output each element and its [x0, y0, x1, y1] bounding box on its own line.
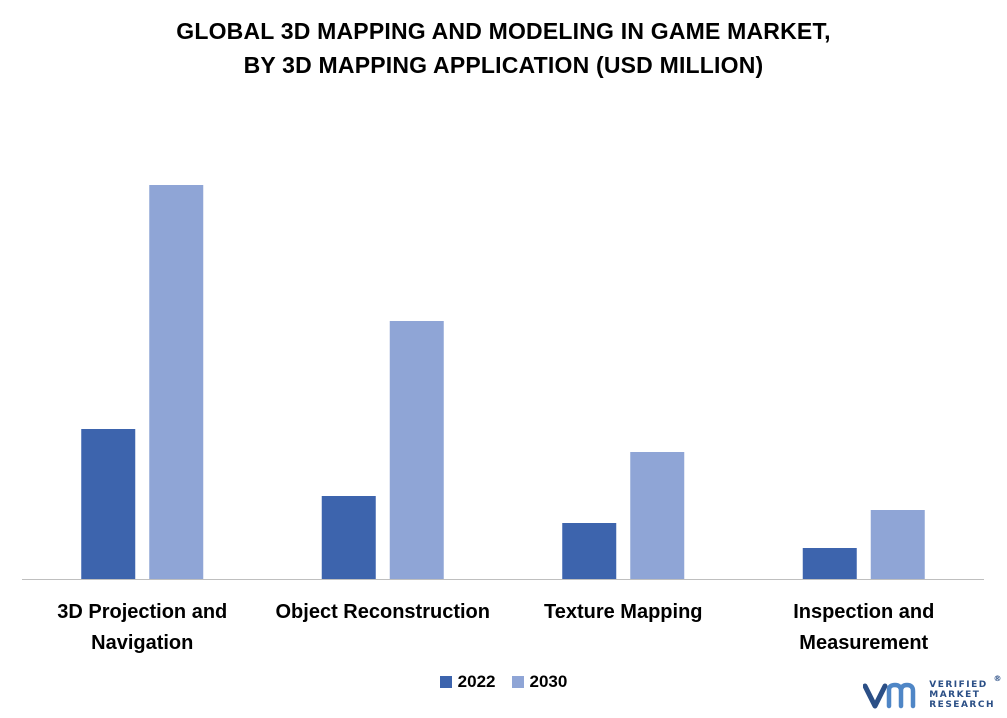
logo-line-1: VERIFIED [929, 680, 988, 690]
x-tick-label-3: Inspection and Measurement [793, 601, 934, 654]
legend-swatch-2022 [439, 676, 452, 688]
x-tick-label-2: Texture Mapping [544, 601, 703, 623]
logo-line-2: MARKET [929, 690, 981, 700]
bar-2030-1 [389, 321, 444, 579]
x-tick-label-line: Inspection and [793, 601, 934, 623]
x-tick-label-line: Navigation [91, 632, 193, 654]
legend-item-2030: 2030 [511, 672, 568, 692]
bar-2022-0 [81, 429, 136, 579]
legend-label-2030: 2030 [529, 672, 568, 691]
chart-title-line-2: BY 3D MAPPING APPLICATION (USD MILLION) [243, 52, 764, 78]
x-tick-label-line: 3D Projection and [57, 601, 227, 623]
x-tick-label-1: Object Reconstruction [276, 601, 490, 623]
legend-label-2022: 2022 [457, 672, 496, 691]
brand-logo: VERIFIED MARKET RESEARCH ® [863, 674, 1002, 710]
bar-2022-1 [321, 496, 376, 579]
x-tick-label-line: Texture Mapping [544, 601, 703, 623]
logo-line-3: RESEARCH [929, 700, 995, 710]
bar-2030-3 [870, 510, 925, 579]
bar-2030-2 [630, 452, 685, 579]
chart-legend: 2022 2030 [0, 672, 1007, 692]
chart-title-line-1: GLOBAL 3D MAPPING AND MODELING IN GAME M… [176, 18, 831, 44]
x-tick-label-line: Measurement [799, 632, 928, 654]
legend-swatch-2030 [511, 676, 524, 688]
vm-logo-icon [863, 682, 916, 709]
x-tick-label-0: 3D Projection and Navigation [57, 601, 227, 654]
bar-2022-2 [562, 523, 617, 579]
bar-2022-3 [802, 548, 857, 579]
registered-mark: ® [993, 674, 1003, 683]
legend-item-2022: 2022 [439, 672, 496, 692]
x-tick-label-line: Object Reconstruction [276, 601, 490, 623]
bar-2030-0 [149, 185, 204, 579]
logo-wordmark: VERIFIED MARKET RESEARCH ® [929, 674, 1001, 710]
chart-title: GLOBAL 3D MAPPING AND MODELING IN GAME M… [0, 14, 1007, 82]
